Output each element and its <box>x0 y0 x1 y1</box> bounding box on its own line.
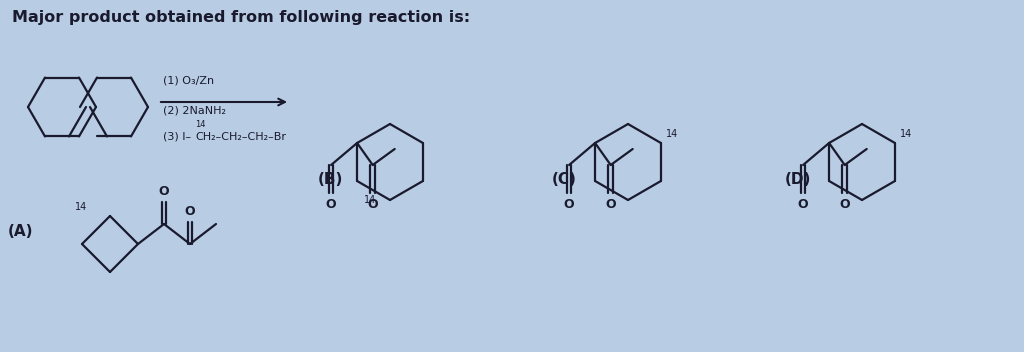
Text: 14: 14 <box>195 120 206 129</box>
Text: 14: 14 <box>364 195 376 205</box>
Text: (1) O₃/Zn: (1) O₃/Zn <box>163 76 214 86</box>
Text: (B): (B) <box>318 172 343 188</box>
Text: O: O <box>326 198 337 211</box>
Text: O: O <box>564 198 574 211</box>
Text: CH₂–CH₂–CH₂–Br: CH₂–CH₂–CH₂–Br <box>195 132 286 142</box>
Text: (C): (C) <box>552 172 577 188</box>
Text: 14: 14 <box>75 202 87 212</box>
Text: Major product obtained from following reaction is:: Major product obtained from following re… <box>12 10 470 25</box>
Text: (2) 2NaNH₂: (2) 2NaNH₂ <box>163 106 226 116</box>
Text: O: O <box>159 185 169 198</box>
Text: (3) I–: (3) I– <box>163 132 191 142</box>
Text: 14: 14 <box>666 129 678 139</box>
Text: O: O <box>368 198 378 211</box>
Text: 14: 14 <box>900 129 912 139</box>
Text: O: O <box>840 198 850 211</box>
Text: O: O <box>605 198 616 211</box>
Text: (A): (A) <box>8 225 34 239</box>
Text: (D): (D) <box>785 172 811 188</box>
Text: O: O <box>184 205 196 218</box>
Text: O: O <box>798 198 808 211</box>
